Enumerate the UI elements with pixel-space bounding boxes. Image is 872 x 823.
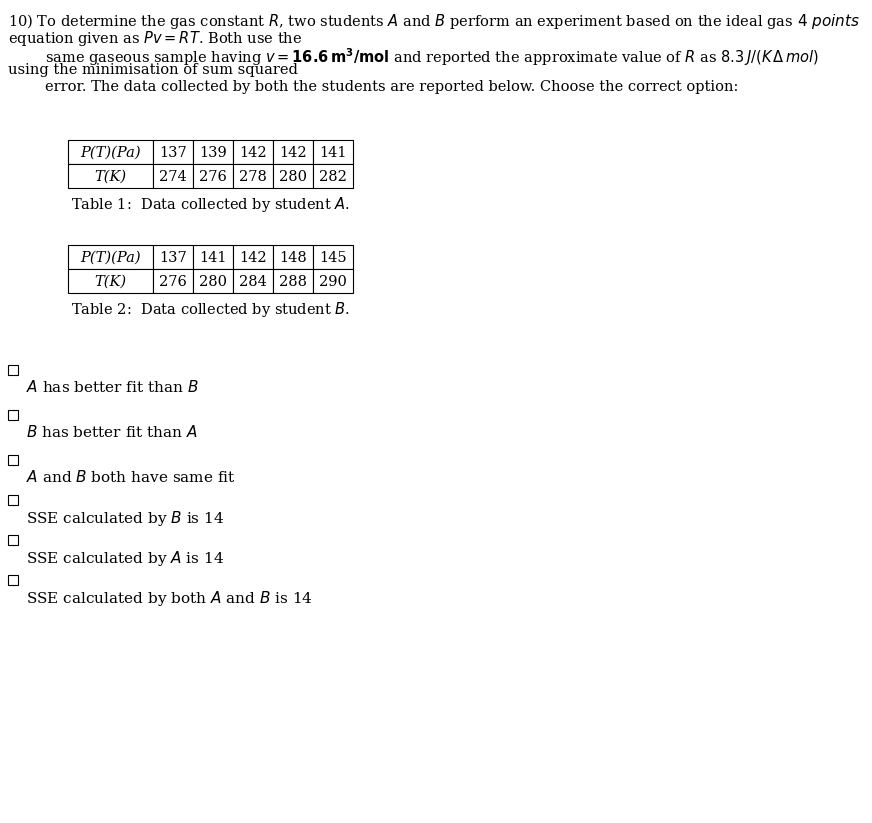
Bar [8,410,18,420]
Bar [273,245,313,269]
Text: Table 1:  Data collected by student $\mathit{A}$.: Table 1: Data collected by student $\mat… [71,195,350,214]
Bar [233,164,273,188]
Bar [153,269,193,293]
Text: P(T)(Pa): P(T)(Pa) [80,251,140,265]
Text: 284: 284 [239,275,267,289]
Text: SSE calculated by $\mathit{A}$ is 14: SSE calculated by $\mathit{A}$ is 14 [26,549,224,568]
Text: 137: 137 [159,146,187,160]
Text: T(K): T(K) [94,170,126,184]
Text: 142: 142 [239,251,267,265]
Bar [8,575,18,585]
Text: Table 2:  Data collected by student $\mathit{B}$.: Table 2: Data collected by student $\mat… [71,300,350,319]
Text: 137: 137 [159,251,187,265]
Bar [68,245,153,269]
Text: $\bf{\mathit{4\ points}}$: $\bf{\mathit{4\ points}}$ [797,12,860,31]
Text: using the minimisation of sum squared: using the minimisation of sum squared [8,63,298,77]
Bar [153,140,193,164]
Text: 141: 141 [319,146,347,160]
Bar [193,269,233,293]
Bar [313,164,353,188]
Bar [273,164,313,188]
Text: 145: 145 [319,251,347,265]
Text: 142: 142 [279,146,307,160]
Bar [233,245,273,269]
Bar [273,140,313,164]
Bar [8,455,18,465]
Bar [193,164,233,188]
Bar [313,269,353,293]
Bar [8,535,18,545]
Text: 280: 280 [199,275,227,289]
Bar [193,245,233,269]
Bar [68,269,153,293]
Text: 288: 288 [279,275,307,289]
Text: T(K): T(K) [94,275,126,289]
Text: 276: 276 [159,275,187,289]
Text: same gaseous sample having $\mathit{v} = \mathbf{16.6\,m^3/mol}$ and reported th: same gaseous sample having $\mathit{v} =… [8,46,819,67]
Text: SSE calculated by $\mathit{B}$ is 14: SSE calculated by $\mathit{B}$ is 14 [26,509,224,528]
Text: P(T)(Pa): P(T)(Pa) [80,146,140,160]
Text: error. The data collected by both the students are reported below. Choose the co: error. The data collected by both the st… [8,80,739,94]
Bar [273,269,313,293]
Text: $\mathit{B}$ has better fit than $\mathit{A}$: $\mathit{B}$ has better fit than $\mathi… [26,424,198,440]
Bar [193,140,233,164]
Text: SSE calculated by both $\mathit{A}$ and $\mathit{B}$ is 14: SSE calculated by both $\mathit{A}$ and … [26,589,313,608]
Bar [68,140,153,164]
Text: 139: 139 [199,146,227,160]
Text: 280: 280 [279,170,307,184]
Bar [153,164,193,188]
Bar [68,164,153,188]
Text: 276: 276 [199,170,227,184]
Text: 141: 141 [199,251,227,265]
Text: 142: 142 [239,146,267,160]
Bar [8,495,18,505]
Bar [313,245,353,269]
Text: 10) To determine the gas constant $\mathit{R}$, two students $\mathit{A}$ and $\: 10) To determine the gas constant $\math… [8,12,794,31]
Text: equation given as $\mathit{Pv} = \mathit{RT}$. Both use the: equation given as $\mathit{Pv} = \mathit… [8,29,303,48]
Text: 274: 274 [159,170,187,184]
Text: $\mathit{A}$ has better fit than $\mathit{B}$: $\mathit{A}$ has better fit than $\mathi… [26,379,199,395]
Bar [233,140,273,164]
Text: 282: 282 [319,170,347,184]
Bar [8,365,18,375]
Text: $\mathit{A}$ and $\mathit{B}$ both have same fit: $\mathit{A}$ and $\mathit{B}$ both have … [26,469,235,485]
Text: 278: 278 [239,170,267,184]
Bar [233,269,273,293]
Bar [313,140,353,164]
Text: 148: 148 [279,251,307,265]
Text: 290: 290 [319,275,347,289]
Bar [153,245,193,269]
